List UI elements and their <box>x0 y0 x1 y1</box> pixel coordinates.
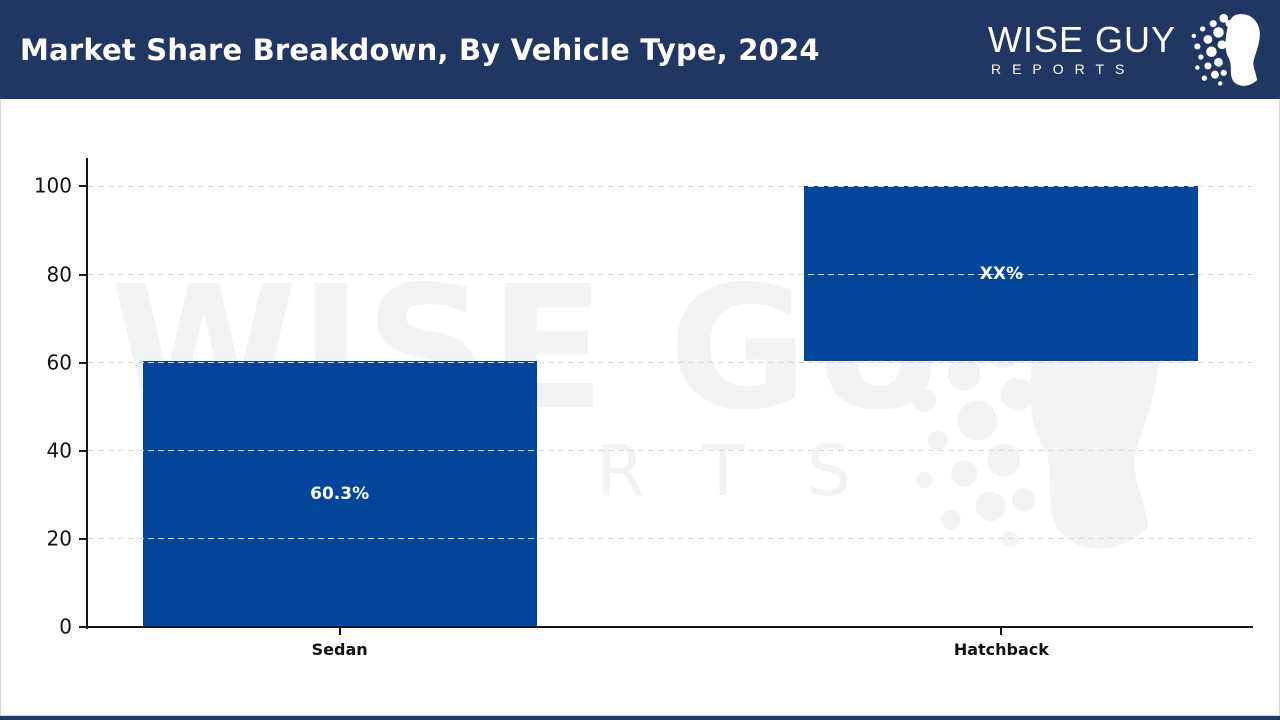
y-tick-label-40: 40 <box>46 438 72 463</box>
y-tick-60 <box>79 361 86 364</box>
bar-value-label-hatchback: XX% <box>979 263 1023 284</box>
plot-area: 60.3% XX% <box>88 160 1253 627</box>
y-tick-label-0: 0 <box>59 614 72 639</box>
gridline-80 <box>88 274 1253 276</box>
logo-text: WISE GUY REPORTS <box>987 19 1176 78</box>
wiseguy-head-icon <box>1178 7 1266 93</box>
header-bar: Market Share Breakdown, By Vehicle Type,… <box>0 0 1280 99</box>
gridline-40 <box>88 450 1253 452</box>
y-tick-80 <box>79 273 86 276</box>
y-axis-line <box>86 158 88 629</box>
footer-bar <box>0 716 1280 720</box>
x-tick-hatchback <box>1000 628 1003 635</box>
y-tick-0 <box>79 626 86 628</box>
gridline-100 <box>88 185 1253 187</box>
x-axis-line <box>86 626 1253 628</box>
gridline-60 <box>88 362 1253 364</box>
wiseguy-logo: WISE GUY REPORTS <box>988 7 1266 93</box>
y-tick-40 <box>79 449 86 452</box>
chart: WISE GU REPORTS 60.3%XX% 020406080100Sed… <box>0 99 1280 720</box>
bar-sedan <box>142 361 537 627</box>
page-title: Market Share Breakdown, By Vehicle Type,… <box>20 32 820 67</box>
bar-value-label-sedan: 60.3% <box>310 484 370 505</box>
logo-wordmark: WISE GUY <box>987 19 1176 60</box>
y-tick-label-60: 60 <box>46 350 72 375</box>
x-tick-sedan <box>338 628 341 635</box>
y-tick-label-20: 20 <box>46 526 72 551</box>
y-tick-label-100: 100 <box>33 173 72 198</box>
y-tick-label-80: 80 <box>46 262 72 287</box>
y-tick-20 <box>79 537 86 540</box>
x-tick-label-hatchback: Hatchback <box>953 640 1049 659</box>
gridline-20 <box>88 538 1253 540</box>
logo-subtitle: REPORTS <box>990 61 1136 77</box>
x-tick-label-sedan: Sedan <box>311 640 368 659</box>
bar-hatchback <box>804 186 1199 362</box>
y-tick-100 <box>79 185 86 188</box>
